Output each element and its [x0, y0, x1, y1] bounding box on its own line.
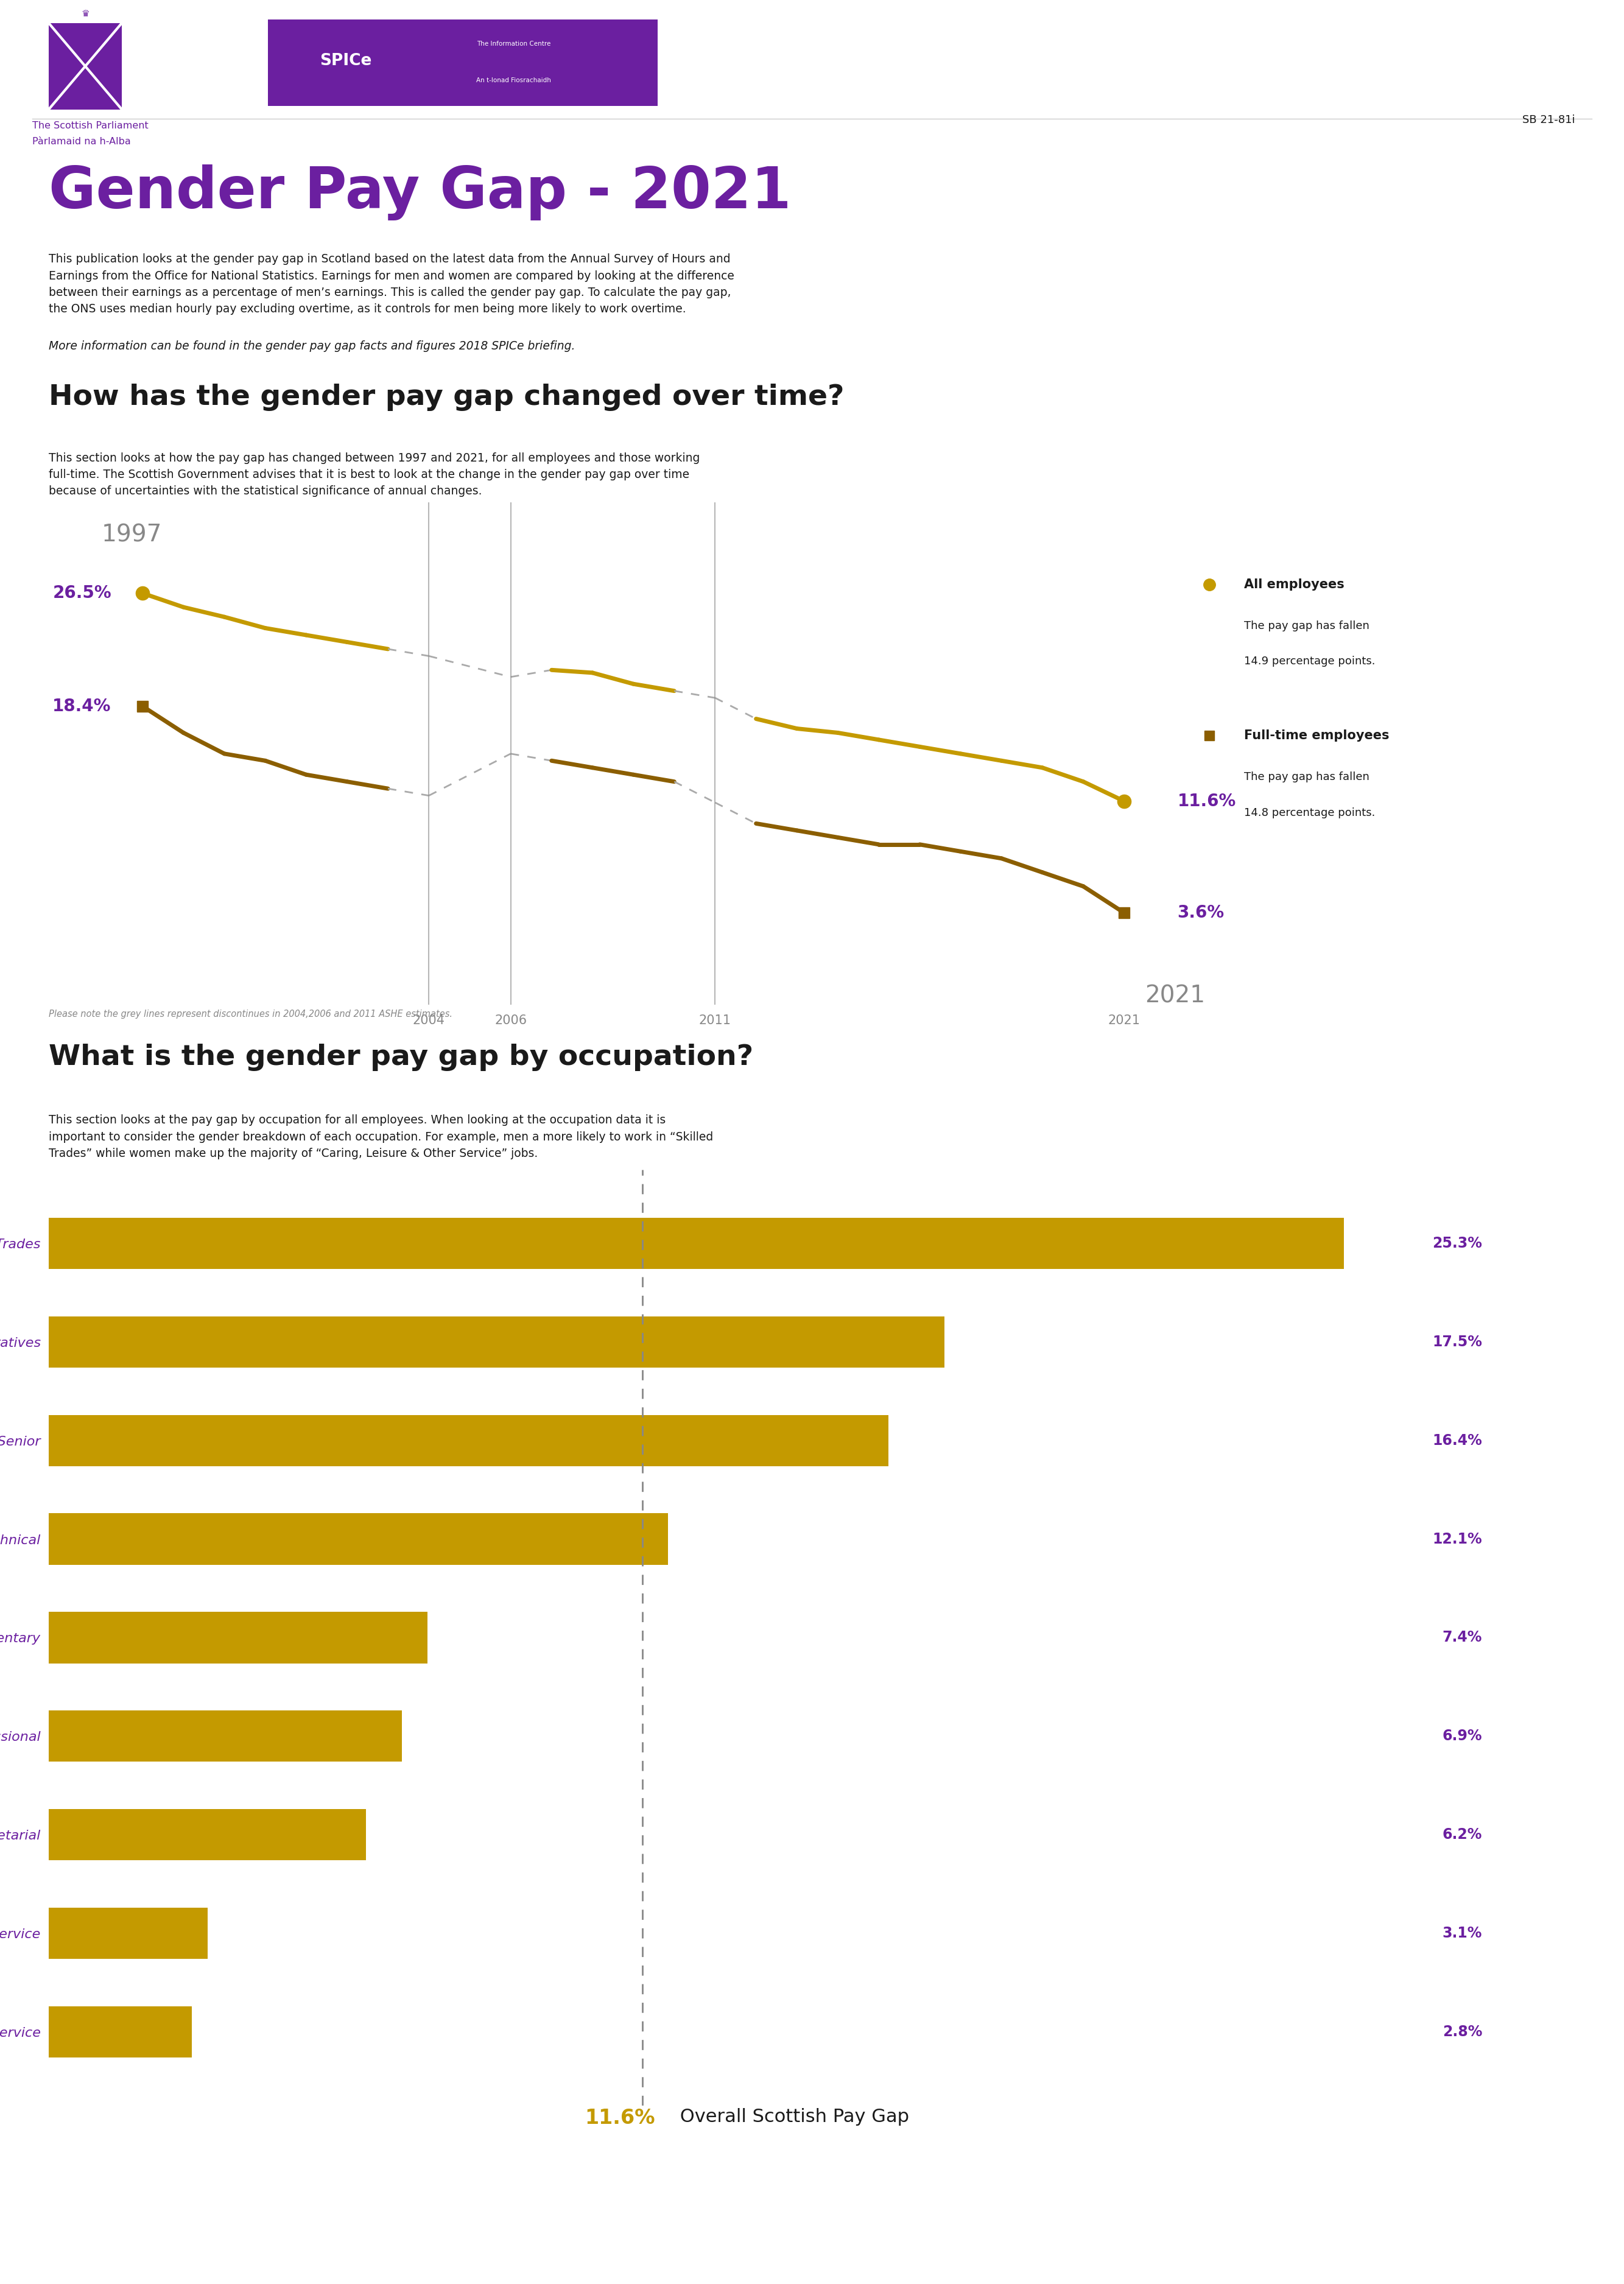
Text: Gender Pay Gap - 2021: Gender Pay Gap - 2021: [49, 164, 791, 222]
Text: This publication looks at the gender pay gap in Scotland based on the latest dat: This publication looks at the gender pay…: [49, 254, 734, 315]
Text: Pàrlamaid na h-Alba: Pàrlamaid na h-Alba: [32, 137, 132, 146]
Text: 7.4%: 7.4%: [1442, 1631, 1483, 1644]
Text: 6.2%: 6.2%: [1442, 1827, 1483, 1843]
FancyBboxPatch shape: [49, 23, 122, 110]
Text: 11.6%: 11.6%: [1177, 793, 1236, 811]
Text: This section looks at how the pay gap has changed between 1997 and 2021, for all: This section looks at how the pay gap ha…: [49, 452, 700, 498]
Text: 14.9 percentage points.: 14.9 percentage points.: [1244, 656, 1376, 667]
Text: The pay gap has fallen: The pay gap has fallen: [1244, 772, 1369, 783]
Text: Overall Scottish Pay Gap: Overall Scottish Pay Gap: [674, 2108, 909, 2126]
Text: The pay gap has fallen: The pay gap has fallen: [1244, 621, 1369, 630]
Text: 18.4%: 18.4%: [52, 697, 112, 715]
Text: 16.4%: 16.4%: [1432, 1432, 1483, 1448]
Bar: [49, 1217, 1345, 1270]
Text: SPICe: SPICe: [320, 53, 372, 69]
Text: 2.8%: 2.8%: [1442, 2024, 1483, 2040]
Text: 3.1%: 3.1%: [1442, 1925, 1483, 1941]
Bar: [49, 2005, 192, 2058]
Text: More information can be found in the gender pay gap facts and figures 2018 SPICe: More information can be found in the gen…: [49, 340, 575, 352]
Text: 6.9%: 6.9%: [1442, 1729, 1483, 1743]
Text: 11.6%: 11.6%: [585, 2108, 654, 2129]
Text: 1997: 1997: [102, 523, 162, 546]
Text: What is the gender pay gap by occupation?: What is the gender pay gap by occupation…: [49, 1044, 754, 1071]
Bar: [49, 1613, 427, 1663]
Text: 14.8 percentage points.: 14.8 percentage points.: [1244, 809, 1376, 818]
Text: 3.6%: 3.6%: [1177, 904, 1224, 920]
Bar: [49, 1316, 945, 1368]
Text: ♛: ♛: [81, 9, 89, 18]
Text: 25.3%: 25.3%: [1432, 1236, 1483, 1252]
Text: An t-Ionad Fiosrachaidh: An t-Ionad Fiosrachaidh: [476, 78, 551, 82]
Text: 17.5%: 17.5%: [1432, 1334, 1483, 1350]
Text: 26.5%: 26.5%: [52, 585, 112, 601]
Text: How has the gender pay gap changed over time?: How has the gender pay gap changed over …: [49, 384, 844, 411]
Text: Please note the grey lines represent discontinues in 2004,2006 and 2011 ASHE est: Please note the grey lines represent dis…: [49, 1010, 453, 1019]
Text: 12.1%: 12.1%: [1432, 1533, 1483, 1546]
Bar: [49, 1711, 403, 1761]
Text: Full-time employees: Full-time employees: [1244, 729, 1390, 742]
Text: 2021: 2021: [1145, 984, 1205, 1007]
Text: The Scottish Parliament: The Scottish Parliament: [32, 121, 149, 130]
FancyBboxPatch shape: [237, 11, 689, 114]
Bar: [49, 1907, 208, 1960]
Text: The Information Centre: The Information Centre: [476, 41, 551, 46]
Text: This section looks at the pay gap by occupation for all employees. When looking : This section looks at the pay gap by occ…: [49, 1115, 713, 1160]
Text: SB 21-81i: SB 21-81i: [1523, 114, 1575, 126]
Bar: [49, 1514, 667, 1565]
Text: All employees: All employees: [1244, 578, 1345, 589]
Bar: [49, 1809, 365, 1861]
Bar: [49, 1414, 888, 1466]
